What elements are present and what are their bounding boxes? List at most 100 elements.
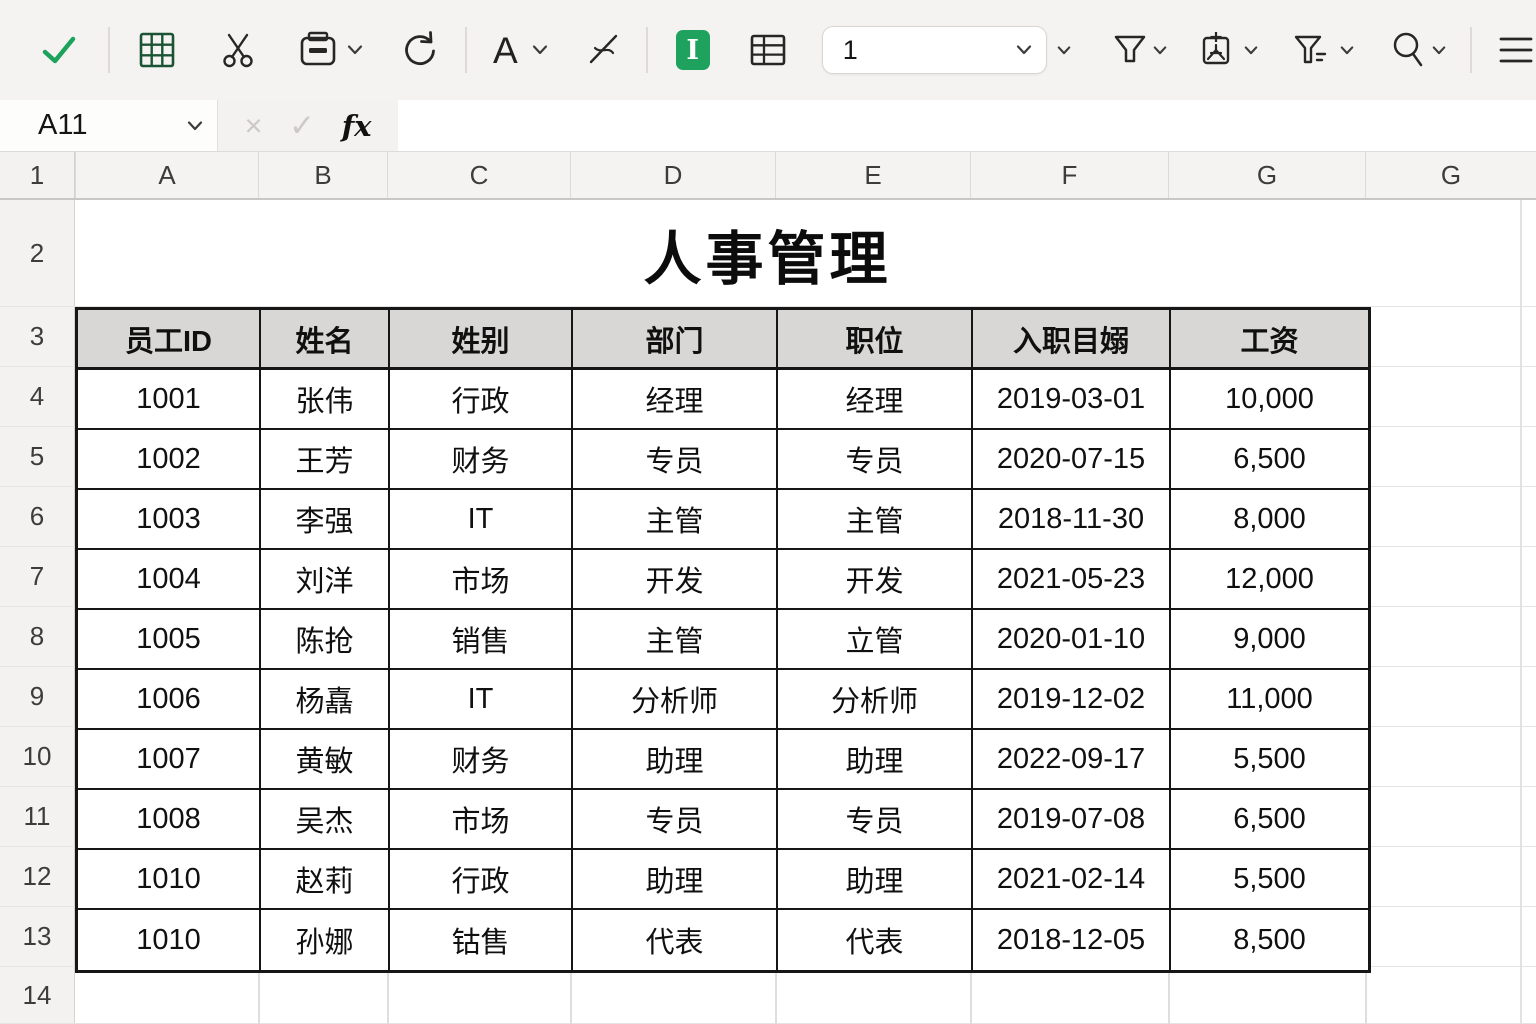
print-button[interactable] <box>296 28 340 72</box>
table-header-cell[interactable]: 姓别 <box>390 310 573 370</box>
italic-style-button[interactable]: I <box>675 30 710 70</box>
cell-reference-box[interactable]: A11 <box>0 100 218 151</box>
table-cell[interactable]: 代表 <box>573 910 778 970</box>
formula-input[interactable] <box>398 100 1536 151</box>
filter-dropdown[interactable] <box>1153 45 1167 56</box>
confirm-button[interactable] <box>38 30 80 70</box>
table-cell[interactable]: 9,000 <box>1171 610 1368 670</box>
filter-sort-dropdown[interactable] <box>1340 45 1354 56</box>
table-cell[interactable]: 2022-09-17 <box>973 730 1171 790</box>
table-header-cell[interactable]: 入职目嫋 <box>973 310 1171 370</box>
column-header[interactable]: D <box>570 152 775 198</box>
menu-button[interactable] <box>1496 33 1536 67</box>
table-header-cell[interactable]: 姓名 <box>261 310 390 370</box>
font-button[interactable]: A <box>493 32 518 69</box>
column-header[interactable]: B <box>258 152 387 198</box>
table-cell[interactable]: 2020-01-10 <box>973 610 1171 670</box>
table-cell[interactable]: 1001 <box>78 370 261 430</box>
table-cell[interactable]: 钴售 <box>390 910 573 970</box>
column-header[interactable]: G <box>1365 152 1536 198</box>
table-cell[interactable]: 主管 <box>573 610 778 670</box>
table-borders-button[interactable] <box>746 29 790 71</box>
table-cell[interactable]: 李强 <box>261 490 390 550</box>
redo-button[interactable] <box>397 28 441 72</box>
selection-combobox[interactable]: 1 <box>821 26 1047 74</box>
table-cell[interactable]: 分析师 <box>573 670 778 730</box>
search-button[interactable] <box>1388 28 1430 72</box>
table-cell[interactable]: 行政 <box>390 370 573 430</box>
table-cell[interactable]: 刘洋 <box>261 550 390 610</box>
table-cell[interactable]: 市场 <box>390 790 573 850</box>
row-header[interactable]: 14 <box>0 967 75 1023</box>
table-cell[interactable]: 2020-07-15 <box>973 430 1171 490</box>
table-cell[interactable]: 专员 <box>778 790 973 850</box>
table-cell[interactable]: 吴杰 <box>261 790 390 850</box>
table-cell[interactable]: 1006 <box>78 670 261 730</box>
table-cell[interactable]: 经理 <box>778 370 973 430</box>
table-cell[interactable]: 2019-12-02 <box>973 670 1171 730</box>
cut-button[interactable] <box>218 29 258 71</box>
table-cell[interactable]: 助理 <box>573 850 778 910</box>
seal-button[interactable] <box>1195 28 1237 72</box>
grid-button[interactable] <box>136 29 178 71</box>
table-cell[interactable]: 立管 <box>778 610 973 670</box>
table-cell[interactable]: 1005 <box>78 610 261 670</box>
table-cell[interactable]: 5,500 <box>1171 730 1368 790</box>
row-header[interactable]: 2 <box>0 200 75 306</box>
table-cell[interactable]: 10,000 <box>1171 370 1368 430</box>
table-cell[interactable]: 5,500 <box>1171 850 1368 910</box>
table-cell[interactable]: 1008 <box>78 790 261 850</box>
table-cell[interactable]: 张伟 <box>261 370 390 430</box>
table-cell[interactable]: 1010 <box>78 910 261 970</box>
row-header[interactable]: 8 <box>0 607 75 666</box>
column-header[interactable]: A <box>75 152 258 198</box>
row-header[interactable]: 7 <box>0 547 75 606</box>
column-header[interactable]: E <box>775 152 970 198</box>
table-cell[interactable]: 2021-02-14 <box>973 850 1171 910</box>
table-cell[interactable]: 助理 <box>778 730 973 790</box>
seal-dropdown[interactable] <box>1244 45 1258 56</box>
table-header-cell[interactable]: 部门 <box>573 310 778 370</box>
clear-format-button[interactable] <box>582 29 624 71</box>
row-header[interactable]: 13 <box>0 907 75 966</box>
row-header[interactable]: 3 <box>0 307 75 366</box>
table-header-cell[interactable]: 职位 <box>778 310 973 370</box>
selection-extra-dropdown[interactable] <box>1057 45 1071 56</box>
table-cell[interactable]: 专员 <box>573 790 778 850</box>
row-cells-area[interactable] <box>75 967 1536 1023</box>
table-header-cell[interactable]: 员工ID <box>78 310 261 370</box>
insert-function-icon[interactable]: fx <box>341 108 372 143</box>
row-header[interactable]: 9 <box>0 667 75 726</box>
table-cell[interactable]: 财务 <box>390 730 573 790</box>
table-cell[interactable]: 开发 <box>778 550 973 610</box>
table-cell[interactable]: 12,000 <box>1171 550 1368 610</box>
font-dropdown[interactable] <box>532 44 548 56</box>
table-cell[interactable]: 经理 <box>573 370 778 430</box>
table-cell[interactable]: 主管 <box>778 490 973 550</box>
table-header-cell[interactable]: 工资 <box>1171 310 1368 370</box>
table-cell[interactable]: IT <box>390 490 573 550</box>
table-cell[interactable]: 8,000 <box>1171 490 1368 550</box>
table-cell[interactable]: 助理 <box>573 730 778 790</box>
table-cell[interactable]: 分析师 <box>778 670 973 730</box>
row-header[interactable]: 6 <box>0 487 75 546</box>
table-cell[interactable]: 2018-12-05 <box>973 910 1171 970</box>
table-cell[interactable]: 2021-05-23 <box>973 550 1171 610</box>
table-cell[interactable]: 1003 <box>78 490 261 550</box>
table-cell[interactable]: 助理 <box>778 850 973 910</box>
table-cell[interactable]: 6,500 <box>1171 430 1368 490</box>
table-cell[interactable]: 黄敏 <box>261 730 390 790</box>
table-cell[interactable]: 1002 <box>78 430 261 490</box>
table-cell[interactable]: 1007 <box>78 730 261 790</box>
table-cell[interactable]: 市场 <box>390 550 573 610</box>
table-cell[interactable]: 主管 <box>573 490 778 550</box>
row-header[interactable]: 4 <box>0 367 75 426</box>
table-cell[interactable]: 11,000 <box>1171 670 1368 730</box>
column-header[interactable]: G <box>1168 152 1365 198</box>
table-cell[interactable]: 1004 <box>78 550 261 610</box>
table-cell[interactable]: 杨嚞 <box>261 670 390 730</box>
table-cell[interactable]: 行政 <box>390 850 573 910</box>
table-cell[interactable]: 2019-03-01 <box>973 370 1171 430</box>
row-header[interactable]: 11 <box>0 787 75 846</box>
cancel-icon[interactable]: × <box>244 108 263 143</box>
